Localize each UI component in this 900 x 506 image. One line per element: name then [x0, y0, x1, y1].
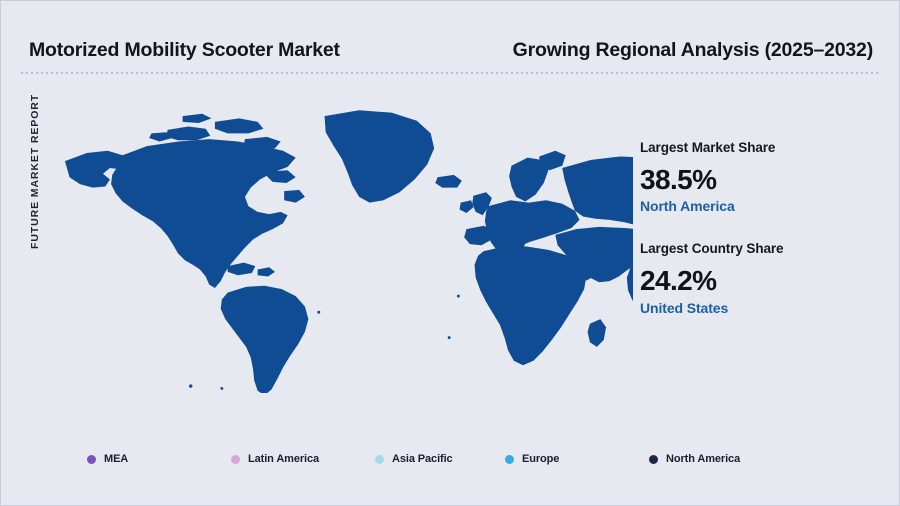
region-legend: MEA Latin America Asia Pacific Europe No… — [87, 449, 847, 469]
world-map — [53, 93, 633, 393]
legend-dot-icon — [87, 454, 96, 464]
stats-panel: Largest Market Share 38.5% North America… — [640, 140, 880, 344]
legend-label: Asia Pacific — [392, 453, 453, 465]
legend-label: Latin America — [248, 453, 320, 465]
stat-label: Largest Country Share — [640, 241, 784, 257]
legend-item-latin-america: Latin America — [231, 449, 319, 469]
stat-block-country-share: Largest Country Share 24.2% United State… — [640, 241, 880, 316]
brand-vertical-label: FUTURE MARKET REPORT — [29, 93, 41, 249]
legend-label: North America — [666, 453, 741, 465]
legend-dot-icon — [649, 454, 658, 464]
world-map-landmasses — [64, 110, 633, 393]
legend-dot-icon — [505, 454, 514, 464]
world-map-svg — [64, 110, 633, 393]
report-subtitle: Growing Regional Analysis (2025–2032) — [512, 39, 874, 61]
legend-item-asia-pacific: Asia Pacific — [375, 449, 453, 469]
legend-dot-icon — [375, 454, 384, 464]
legend-item-europe: Europe — [505, 449, 559, 469]
legend-item-north-america: North America — [649, 449, 740, 469]
stat-label: Largest Market Share — [640, 140, 776, 155]
legend-item-mea: MEA — [87, 449, 128, 469]
header-divider — [21, 72, 881, 74]
legend-label: MEA — [104, 453, 129, 465]
header: Motorized Mobility Scooter Market Growin… — [1, 1, 899, 75]
stat-value: 38.5% — [640, 163, 717, 195]
stat-value: 24.2% — [640, 265, 717, 297]
stat-region: North America — [640, 198, 735, 215]
market-title: Motorized Mobility Scooter Market — [29, 39, 340, 61]
stat-region: United States — [640, 299, 729, 316]
legend-label: Europe — [522, 453, 560, 465]
legend-dot-icon — [231, 454, 240, 464]
stat-block-market-share: Largest Market Share 38.5% North America — [640, 140, 880, 215]
